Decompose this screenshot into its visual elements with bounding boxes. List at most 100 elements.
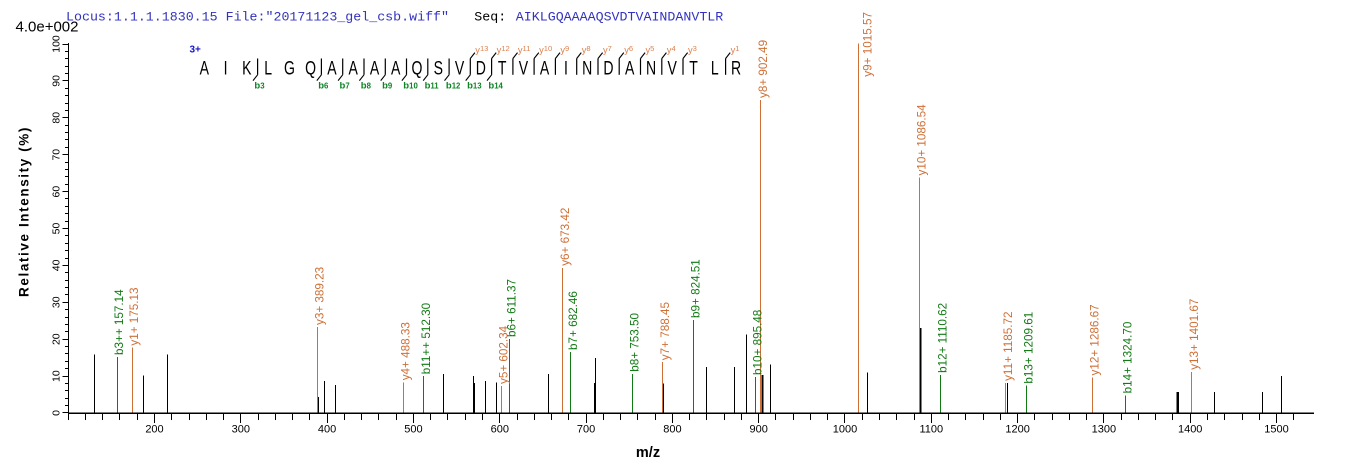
svg-text:y9+ 1015.57: y9+ 1015.57	[862, 12, 875, 77]
svg-text:y7: y7	[603, 44, 612, 55]
svg-text:V: V	[455, 57, 465, 79]
svg-text:b8: b8	[361, 81, 372, 92]
svg-text:L: L	[711, 57, 719, 79]
svg-text:Q: Q	[412, 57, 423, 79]
svg-text:A: A	[349, 57, 359, 79]
svg-text:b10+ 895.48: b10+ 895.48	[751, 310, 764, 375]
svg-text:900: 900	[750, 424, 768, 436]
svg-text:1100: 1100	[919, 424, 943, 436]
svg-text:R: R	[731, 57, 741, 79]
svg-text:0: 0	[51, 410, 63, 416]
svg-text:b13: b13	[467, 81, 482, 92]
svg-text:50: 50	[51, 223, 63, 235]
svg-text:800: 800	[663, 424, 681, 436]
svg-text:y11+ 1185.72: y11+ 1185.72	[1002, 311, 1015, 380]
svg-text:60: 60	[51, 186, 63, 198]
svg-text:T: T	[689, 57, 698, 79]
svg-text:y4: y4	[667, 44, 676, 55]
svg-text:K: K	[242, 57, 252, 79]
svg-text:y6+ 673.42: y6+ 673.42	[559, 208, 572, 266]
svg-text:V: V	[668, 57, 678, 79]
svg-text:y8: y8	[582, 44, 591, 55]
svg-text:b12: b12	[446, 81, 461, 92]
svg-text:b13+ 1209.61: b13+ 1209.61	[1023, 312, 1036, 384]
svg-text:y10: y10	[539, 44, 552, 55]
svg-text:b9+ 824.51: b9+ 824.51	[689, 259, 702, 318]
svg-text:y5: y5	[646, 44, 655, 55]
svg-text:700: 700	[577, 424, 595, 436]
svg-text:AIKLGQAAAAQSVDTVAINDANVTLR: AIKLGQAAAAQSVDTVAINDANVTLR	[516, 9, 723, 24]
svg-text:b6: b6	[318, 81, 329, 92]
svg-text:S: S	[434, 57, 443, 79]
svg-text:G: G	[284, 57, 295, 79]
svg-text:y1: y1	[731, 44, 740, 55]
svg-text:300: 300	[232, 424, 250, 436]
svg-text:b11: b11	[425, 81, 440, 92]
svg-text:20: 20	[51, 333, 63, 345]
svg-text:b3++ 157.14: b3++ 157.14	[113, 289, 126, 355]
svg-text:b3: b3	[254, 81, 265, 92]
svg-text:Seq:: Seq:	[474, 9, 506, 24]
svg-text:I: I	[564, 57, 568, 79]
svg-text:Locus:1.1.1.1830.15 File:"2017: Locus:1.1.1.1830.15 File:"20171123_gel_c…	[66, 9, 449, 24]
svg-text:y4+ 488.33: y4+ 488.33	[399, 322, 412, 380]
svg-text:y3+ 389.23: y3+ 389.23	[313, 267, 326, 325]
svg-text:A: A	[391, 57, 401, 79]
svg-text:1400: 1400	[1178, 424, 1202, 436]
svg-text:D: D	[476, 57, 486, 79]
svg-text:b6+ 611.37: b6+ 611.37	[506, 279, 519, 337]
svg-text:1200: 1200	[1005, 424, 1029, 436]
svg-text:30: 30	[51, 296, 63, 308]
svg-text:b10: b10	[403, 81, 418, 92]
svg-text:L: L	[264, 57, 272, 79]
svg-text:y11: y11	[518, 44, 531, 55]
svg-text:b7+ 682.46: b7+ 682.46	[567, 291, 580, 350]
svg-text:100: 100	[51, 35, 63, 53]
svg-text:N: N	[646, 57, 656, 79]
svg-text:V: V	[519, 57, 529, 79]
svg-text:1300: 1300	[1092, 424, 1116, 436]
svg-text:y13: y13	[475, 44, 488, 55]
svg-text:I: I	[224, 57, 228, 79]
svg-text:90: 90	[51, 75, 63, 87]
svg-text:b14: b14	[488, 81, 503, 92]
svg-text:T: T	[498, 57, 507, 79]
svg-text:y7+ 788.45: y7+ 788.45	[659, 302, 672, 361]
svg-text:y8+ 902.49: y8+ 902.49	[757, 40, 770, 98]
svg-text:y12+ 1286.67: y12+ 1286.67	[1089, 304, 1102, 375]
svg-text:600: 600	[491, 424, 509, 436]
svg-text:400: 400	[318, 424, 336, 436]
svg-text:y3: y3	[688, 44, 697, 55]
svg-text:y13+ 1401.67: y13+ 1401.67	[1188, 299, 1201, 370]
svg-text:A: A	[370, 57, 380, 79]
svg-text:10: 10	[51, 370, 63, 382]
svg-text:1500: 1500	[1264, 424, 1288, 436]
svg-text:N: N	[582, 57, 592, 79]
svg-text:y12: y12	[497, 44, 510, 55]
svg-text:b8+ 753.50: b8+ 753.50	[629, 312, 642, 371]
svg-text:A: A	[540, 57, 550, 79]
svg-text:y5+ 602.34: y5+ 602.34	[497, 325, 510, 384]
svg-text:b9: b9	[382, 81, 393, 92]
svg-text:A: A	[200, 57, 210, 79]
svg-text:b7: b7	[340, 81, 350, 92]
svg-text:b11++ 512.30: b11++ 512.30	[420, 302, 433, 374]
svg-text:Q: Q	[305, 57, 316, 79]
svg-text:1000: 1000	[833, 424, 857, 436]
svg-text:Relative Intensity (%): Relative Intensity (%)	[17, 126, 32, 297]
svg-text:y9: y9	[560, 44, 569, 55]
svg-text:y1+ 175.13: y1+ 175.13	[128, 287, 141, 345]
svg-text:A: A	[625, 57, 635, 79]
svg-text:4.0e+002: 4.0e+002	[16, 18, 79, 35]
svg-text:3+: 3+	[190, 45, 202, 56]
svg-text:80: 80	[51, 112, 63, 124]
svg-text:D: D	[603, 57, 613, 79]
svg-text:y10+ 1086.54: y10+ 1086.54	[915, 104, 928, 176]
svg-text:y6: y6	[624, 44, 633, 55]
svg-text:40: 40	[51, 259, 63, 271]
svg-text:A: A	[327, 57, 337, 79]
svg-text:200: 200	[145, 424, 163, 436]
svg-text:70: 70	[51, 149, 63, 161]
svg-text:500: 500	[404, 424, 422, 436]
svg-text:b12+ 1110.62: b12+ 1110.62	[937, 303, 950, 373]
